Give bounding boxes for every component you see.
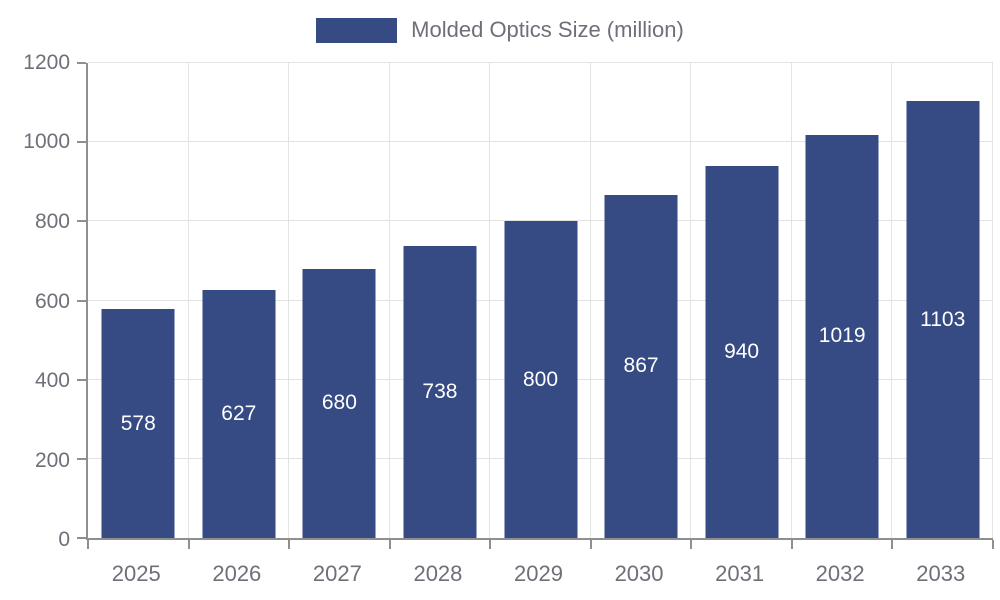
y-axis-label: 1200 (23, 51, 70, 74)
x-axis-tick (288, 540, 291, 549)
legend[interactable]: Molded Optics Size (million) (0, 17, 1000, 43)
x-axis-tick (690, 540, 693, 549)
x-axis-label: 2028 (413, 561, 463, 586)
x-gridline (891, 63, 893, 538)
bar-value-label: 940 (724, 339, 760, 363)
y-gridline (88, 220, 993, 222)
x-axis-tick (891, 540, 894, 549)
y-axis-tick (77, 62, 86, 64)
x-axis-labels: 2025 2026 2027 2028 2029 2030 2031 2032 2033 (86, 558, 991, 590)
bar-value-label: 1019 (818, 324, 866, 348)
x-axis-tick (589, 540, 592, 549)
y-axis-label: 0 (58, 528, 70, 551)
x-axis-label: 2029 (514, 561, 563, 586)
bar-2025[interactable]: 578 (101, 309, 175, 538)
y-axis-label: 600 (34, 289, 70, 313)
y-axis-label: 400 (34, 368, 70, 392)
plot-area: 578 627 680 738 800 867 940 1019 1103 (77, 62, 994, 549)
x-axis-label: 2031 (715, 561, 765, 586)
x-axis-tick (992, 540, 994, 549)
y-axis-tick (77, 299, 86, 302)
x-gridline (790, 63, 792, 538)
x-axis-label: 2027 (312, 561, 362, 586)
bar-value-label: 680 (321, 391, 357, 415)
x-axis-tick (388, 540, 391, 549)
x-axis-tick (187, 540, 190, 549)
bar-2030[interactable]: 867 (604, 194, 678, 538)
y-gridline (88, 62, 993, 63)
x-axis-label: 2033 (916, 561, 966, 586)
y-axis-label: 1000 (23, 130, 70, 154)
y-gridline (88, 141, 993, 143)
x-gridline (489, 63, 491, 538)
y-axis-label: 800 (34, 209, 70, 233)
x-axis-tick (790, 540, 793, 549)
x-axis-label: 2025 (111, 561, 161, 586)
x-axis-label: 2030 (614, 561, 664, 586)
x-gridline (690, 63, 692, 538)
x-gridline (992, 63, 993, 538)
x-axis-label: 2026 (212, 561, 262, 586)
bar-2029[interactable]: 800 (504, 221, 577, 538)
bar-2027[interactable]: 680 (302, 268, 376, 538)
bar-2026[interactable]: 627 (202, 289, 276, 538)
legend-label: Molded Optics Size (million) (411, 17, 684, 42)
legend-swatch (316, 17, 398, 43)
x-gridline (187, 63, 189, 538)
bar-value-label: 867 (623, 354, 659, 378)
y-axis-tick (77, 378, 86, 381)
x-axis-tick (87, 540, 89, 549)
bar-2033[interactable]: 1103 (906, 101, 980, 538)
x-axis-label: 2032 (815, 561, 865, 586)
y-axis-tick (77, 220, 86, 223)
bar-value-label: 627 (221, 401, 257, 425)
x-axis-tick (489, 540, 492, 549)
bar-2028[interactable]: 738 (403, 245, 477, 538)
bar-value-label: 578 (120, 411, 156, 435)
x-gridline (388, 63, 390, 538)
x-gridline (589, 63, 591, 538)
bar-2031[interactable]: 940 (705, 165, 779, 538)
x-gridline (288, 63, 290, 538)
y-axis-tick (77, 457, 86, 460)
bar-2032[interactable]: 1019 (805, 134, 879, 538)
bar-value-label: 1103 (920, 307, 966, 331)
y-axis-tick (77, 141, 86, 144)
y-axis-labels: 0 200 400 600 800 1000 1200 (0, 51, 70, 551)
y-axis-label: 200 (34, 448, 70, 472)
bar-value-label: 738 (422, 379, 458, 403)
bar-value-label: 800 (522, 367, 559, 391)
y-axis-tick (77, 537, 86, 539)
